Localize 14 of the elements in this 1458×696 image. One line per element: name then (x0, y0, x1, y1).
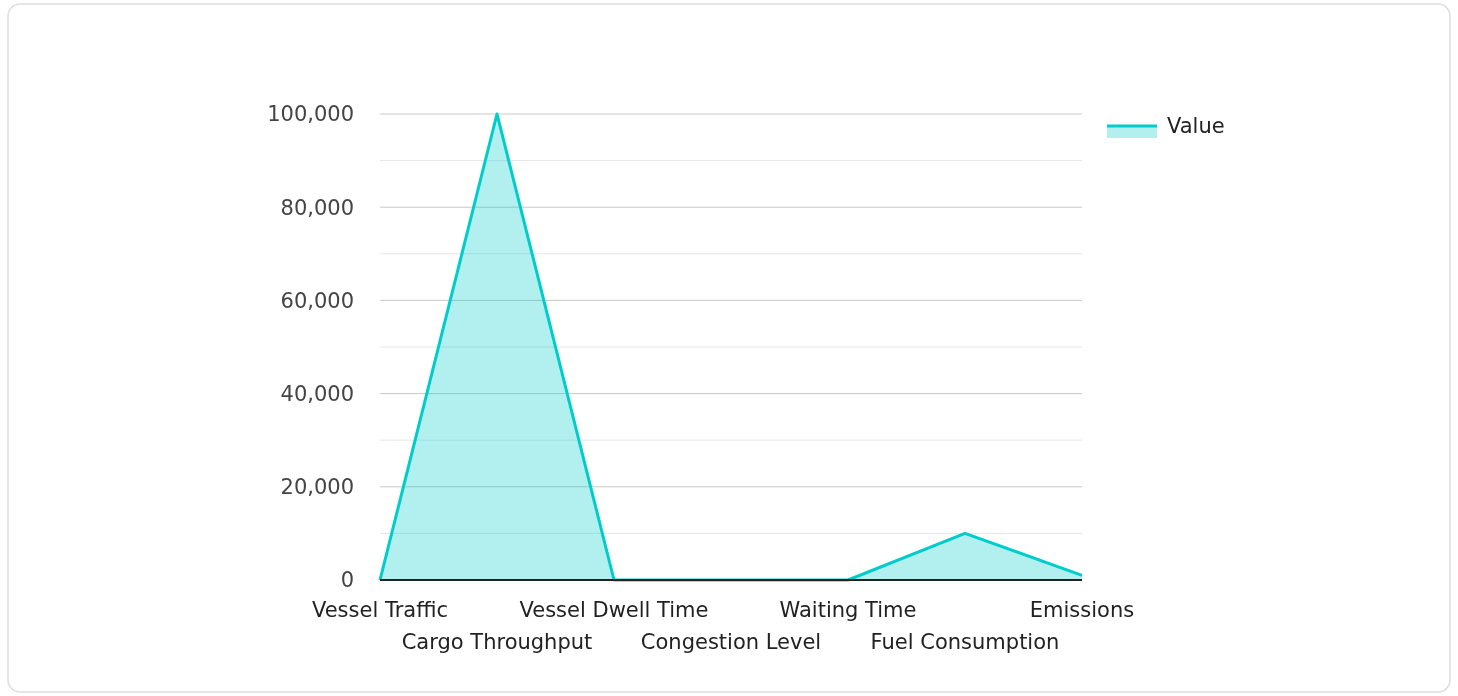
x-tick-label: Cargo Throughput (401, 630, 593, 654)
x-tick-label: Waiting Time (779, 598, 917, 622)
y-tick-label: 40,000 (280, 381, 354, 406)
y-tick-label: 80,000 (280, 195, 354, 220)
y-tick-label: 60,000 (280, 288, 354, 313)
x-tick-label: Vessel Dwell Time (519, 598, 709, 622)
x-tick-label: Fuel Consumption (870, 630, 1060, 654)
legend-label: Value (1167, 114, 1225, 139)
x-tick-label: Vessel Traffic (311, 598, 449, 622)
y-tick-label: 0 (340, 568, 354, 593)
y-tick-label: 100,000 (267, 102, 354, 127)
x-tick-label: Emissions (1029, 598, 1135, 622)
x-tick-label: Congestion Level (640, 630, 822, 654)
y-tick-label: 20,000 (280, 475, 354, 500)
